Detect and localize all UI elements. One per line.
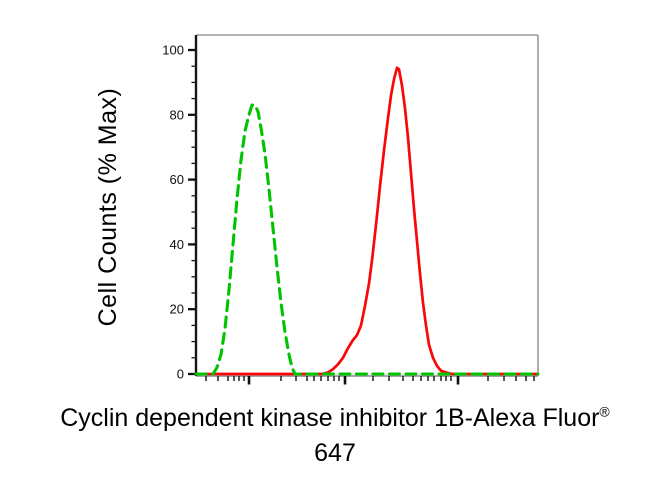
y-tick-label: 0 <box>177 367 184 382</box>
y-tick-label: 20 <box>170 302 184 317</box>
green-dashed-control-curve <box>194 103 540 376</box>
y-tick-label: 40 <box>170 237 184 252</box>
caption-line2: 647 <box>314 439 356 467</box>
y-tick-label: 60 <box>170 172 184 187</box>
caption-line1: Cyclin dependent kinase inhibitor 1B-Ale… <box>60 404 600 432</box>
y-tick-label: 80 <box>170 107 184 122</box>
registered-trademark-mark: ® <box>599 403 610 420</box>
red-solid-stained-sample-curve <box>194 66 540 376</box>
y-tick-label: 100 <box>162 43 184 58</box>
y-axis-title: Cell Counts (% Max) <box>94 87 122 327</box>
x-axis-caption: Cyclin dependent kinase inhibitor 1B-Ale… <box>0 401 670 471</box>
